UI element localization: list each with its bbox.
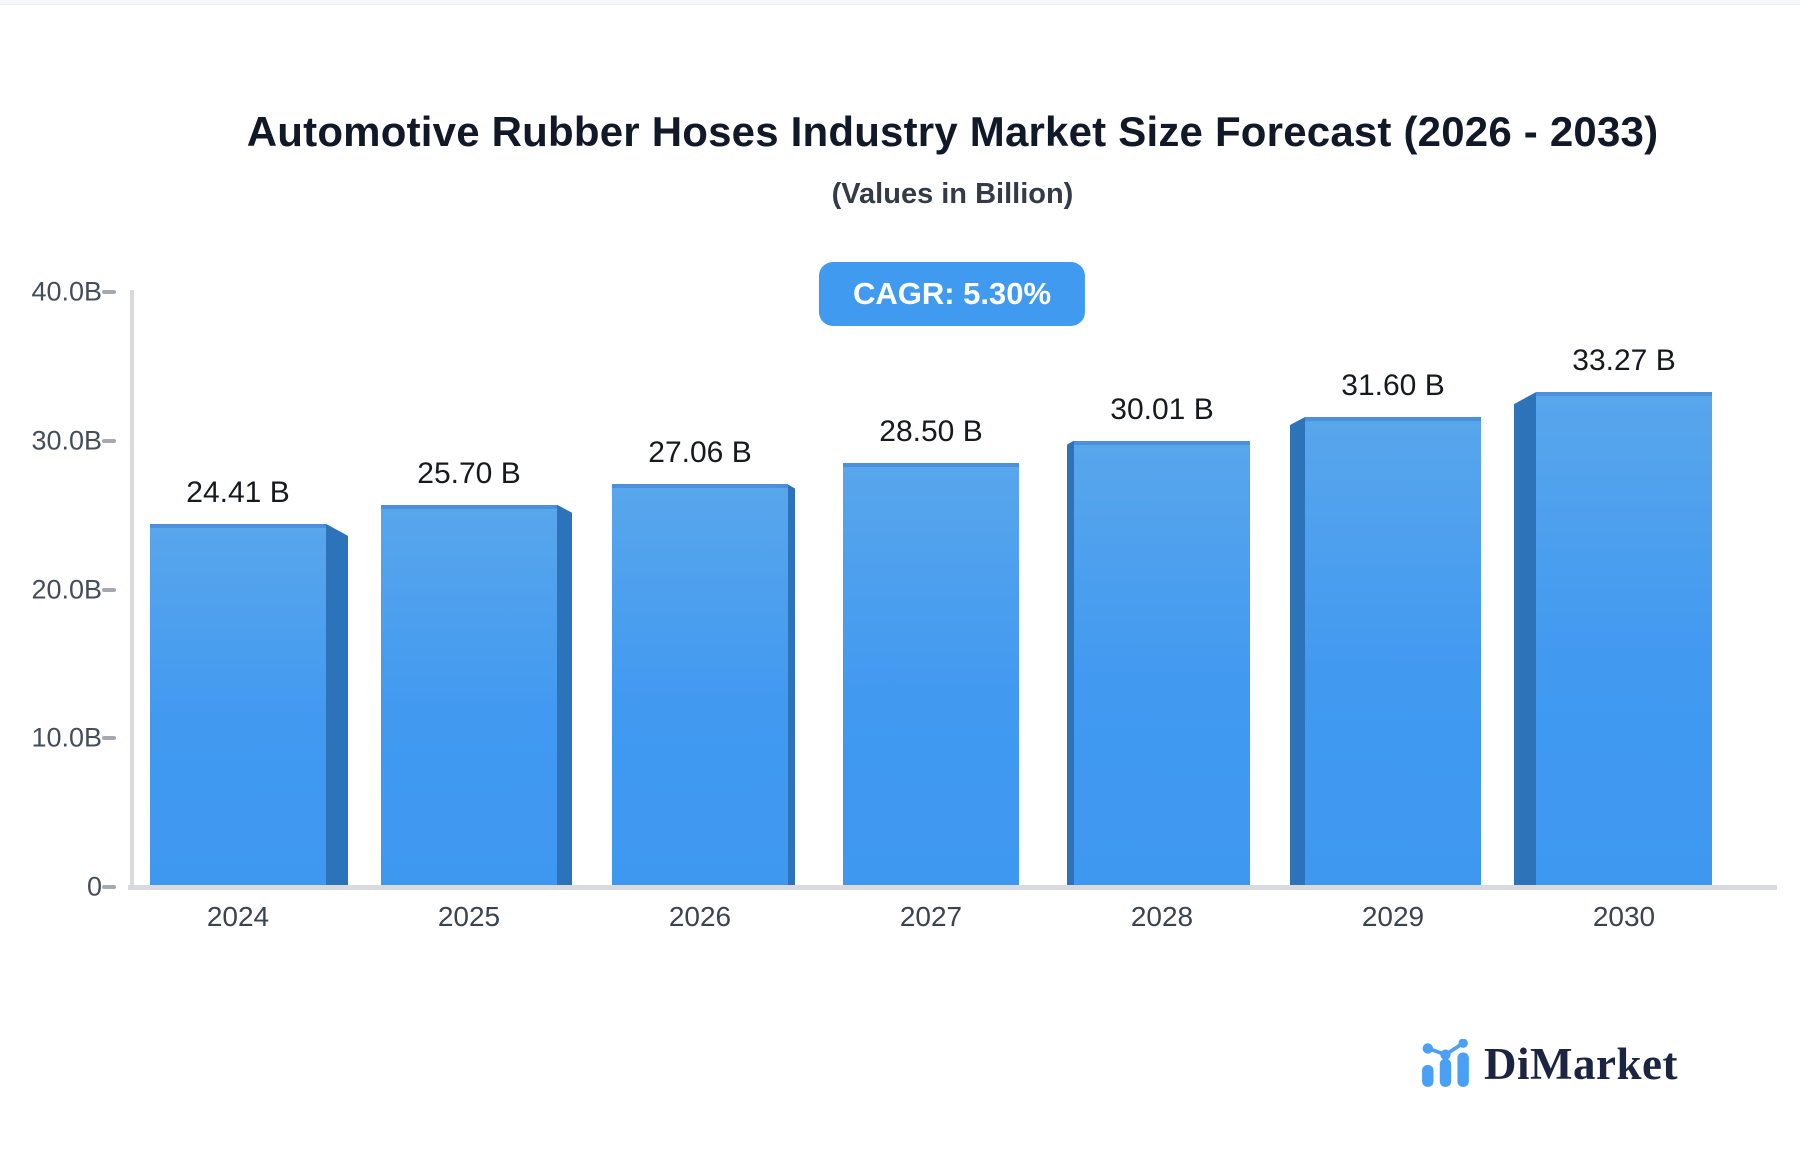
y-tick-label-10.0B: 10.0B xyxy=(31,722,102,753)
bar-face-2024 xyxy=(150,523,326,887)
y-tick-label-0: 0 xyxy=(86,871,102,902)
y-tick-label-40.0B: 40.0B xyxy=(31,276,102,307)
bar-2029: 31.60 B xyxy=(1290,369,1481,887)
bar-value-label-2027: 28.50 B xyxy=(879,415,983,449)
bar-face-2030 xyxy=(1536,392,1712,887)
bar-2025: 25.70 B xyxy=(381,457,572,887)
bar-face-2026 xyxy=(612,484,788,887)
y-tick-mark xyxy=(102,885,116,889)
chart-title: Automotive Rubber Hoses Industry Market … xyxy=(246,108,1659,155)
bar-3d-side-2028 xyxy=(1067,440,1074,887)
bar-face-2025 xyxy=(381,504,557,887)
y-axis-line xyxy=(130,290,134,887)
bar-value-label-2029: 31.60 B xyxy=(1341,368,1445,402)
bar-face-2027 xyxy=(843,463,1019,887)
bar-value-label-2025: 25.70 B xyxy=(417,456,521,490)
y-tick-mark xyxy=(102,290,116,294)
y-tick-label-20.0B: 20.0B xyxy=(31,574,102,604)
y-tick-label-30.0B: 30.0B xyxy=(31,425,102,456)
bar-2030: 33.27 B xyxy=(1514,344,1712,887)
bar-2028: 30.01 B xyxy=(1067,393,1250,887)
x-tick-label-2027: 2027 xyxy=(899,901,963,932)
x-tick-label-2025: 2025 xyxy=(437,901,501,932)
plot-area: 40.0B 30.0B 20.0B 10.0B 0 24.41 B 25.70 B 27.0… xyxy=(31,277,1777,932)
bar-2026: 27.06 B xyxy=(612,436,795,887)
bar-face-2028 xyxy=(1074,440,1250,887)
bar-face-2029 xyxy=(1305,416,1481,887)
bar-3d-side-2029 xyxy=(1290,416,1305,887)
bar-2024: 24.41 B xyxy=(150,476,348,887)
y-tick-mark xyxy=(102,587,116,592)
dimarket-logo: DiMarket xyxy=(1420,1038,1678,1090)
dimarket-bars-icon xyxy=(1422,1039,1469,1087)
bar-value-label-2030: 33.27 B xyxy=(1572,344,1676,378)
y-tick-mark xyxy=(102,438,116,443)
x-tick-label-2029: 2029 xyxy=(1361,901,1425,932)
bar-value-label-2026: 27.06 B xyxy=(648,436,752,470)
bar-3d-side-2026 xyxy=(788,484,795,887)
bar-value-label-2024: 24.41 B xyxy=(186,475,290,509)
bar-2027: 28.50 B xyxy=(843,415,1019,887)
x-tick-label-2024: 2024 xyxy=(206,901,270,932)
bar-value-label-2028: 30.01 B xyxy=(1110,392,1214,426)
bar-3d-side-2025 xyxy=(557,504,572,887)
page-top-border xyxy=(0,0,1800,5)
y-tick-mark xyxy=(102,736,116,741)
chart-subtitle: (Values in Billion) xyxy=(831,178,1074,210)
x-tick-label-2026: 2026 xyxy=(668,901,732,932)
x-tick-label-2028: 2028 xyxy=(1130,901,1194,932)
logo-text: DiMarket xyxy=(1484,1039,1678,1089)
bar-3d-side-2024 xyxy=(326,523,348,887)
x-axis-baseline xyxy=(128,885,1777,890)
cagr-badge: CAGR: 5.30% xyxy=(818,262,1086,326)
bar-3d-side-2030 xyxy=(1514,392,1536,887)
chart-header: Automotive Rubber Hoses Industry Market … xyxy=(130,108,1775,211)
x-tick-label-2030: 2030 xyxy=(1592,901,1656,932)
